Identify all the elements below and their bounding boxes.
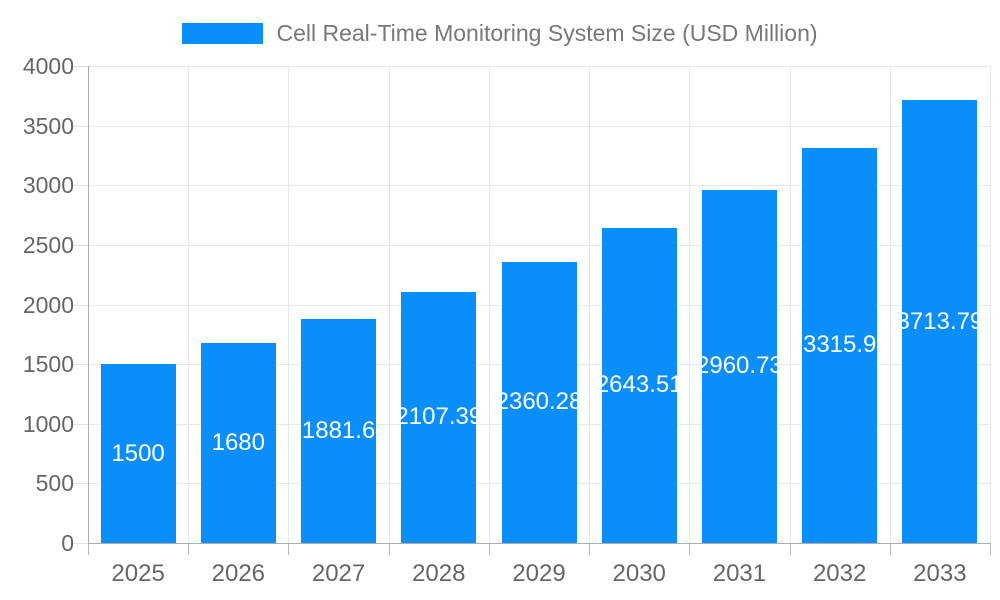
y-axis-tick: [72, 185, 88, 186]
x-axis-label: 2027: [311, 560, 366, 587]
bar-value-label: 3315.9: [802, 331, 877, 359]
x-axis-tick: [489, 543, 490, 555]
bar-value-label: 2960.73: [701, 352, 777, 380]
gridline-v: [188, 66, 189, 543]
gridline-v: [990, 66, 991, 543]
gridline-v: [890, 66, 891, 543]
gridline-v: [389, 66, 390, 543]
bar-2031[interactable]: 2960.73: [701, 189, 777, 543]
y-axis-tick: [72, 483, 88, 484]
gridline-v: [689, 66, 690, 543]
gridline-h: [88, 66, 990, 67]
legend-swatch-icon: [182, 22, 264, 44]
chart-legend[interactable]: Cell Real-Time Monitoring System Size (U…: [0, 19, 1000, 46]
bar-value-label: 1881.6: [301, 416, 376, 444]
bar-2032[interactable]: 3315.9: [802, 147, 878, 543]
gridline-h: [88, 185, 990, 186]
y-axis-label: 2500: [22, 232, 74, 258]
y-axis-label: 4000: [22, 53, 74, 79]
gridline-v: [790, 66, 791, 543]
x-axis-label: 2031: [712, 560, 767, 587]
x-axis-line: [88, 543, 990, 544]
x-axis-tick: [188, 543, 189, 555]
bar-2030[interactable]: 2643.51: [601, 227, 677, 543]
gridline-v: [489, 66, 490, 543]
y-axis-label: 500: [35, 470, 74, 496]
x-axis-label: 2025: [111, 560, 165, 587]
bar-2026[interactable]: 1680: [200, 342, 276, 543]
bar-value-label: 2107.39: [401, 403, 477, 431]
y-axis-label: 1500: [22, 351, 74, 377]
x-axis-label: 2026: [211, 560, 266, 587]
y-axis-tick: [72, 364, 88, 365]
x-axis-tick: [589, 543, 590, 555]
y-axis-label: 3500: [22, 113, 74, 139]
x-axis-label: 2028: [412, 560, 466, 587]
x-axis-tick: [88, 543, 89, 555]
y-axis-tick: [72, 245, 88, 246]
x-axis-label: 2033: [913, 560, 967, 587]
y-axis-tick: [72, 424, 88, 425]
bar-2029[interactable]: 2360.28: [501, 261, 577, 543]
gridline-h: [88, 245, 990, 246]
bar-value-label: 3713.79: [902, 307, 978, 335]
y-axis-tick: [72, 66, 88, 67]
x-axis-tick: [689, 543, 690, 555]
bar-value-label: 1500: [111, 439, 165, 467]
x-axis-tick: [990, 543, 991, 555]
gridline-h: [88, 126, 990, 127]
y-axis-label: 1000: [22, 411, 74, 437]
gridline-v: [288, 66, 289, 543]
x-axis-label: 2032: [812, 560, 867, 587]
y-axis-tick: [72, 543, 88, 544]
bar-value-label: 1680: [211, 428, 265, 456]
bar-value-label: 2360.28: [501, 388, 577, 416]
x-axis-tick: [288, 543, 289, 555]
x-axis-tick: [890, 543, 891, 555]
x-axis-label: 2029: [512, 560, 566, 587]
x-axis-tick: [389, 543, 390, 555]
y-axis-label: 0: [61, 530, 74, 556]
y-axis-tick: [72, 305, 88, 306]
gridline-v: [589, 66, 590, 543]
y-axis-label: 2000: [22, 292, 74, 318]
bar-2027[interactable]: 1881.6: [301, 318, 377, 543]
y-axis-tick: [72, 126, 88, 127]
y-axis-line: [88, 66, 89, 543]
bar-2025[interactable]: 1500: [100, 364, 176, 543]
legend-label: Cell Real-Time Monitoring System Size (U…: [276, 19, 818, 46]
bar-2028[interactable]: 2107.39: [401, 291, 477, 543]
y-axis-label: 3000: [22, 172, 74, 198]
bar-value-label: 2643.51: [601, 371, 677, 399]
x-axis-tick: [790, 543, 791, 555]
bar-2033[interactable]: 3713.79: [902, 100, 978, 543]
x-axis-label: 2030: [612, 560, 666, 587]
